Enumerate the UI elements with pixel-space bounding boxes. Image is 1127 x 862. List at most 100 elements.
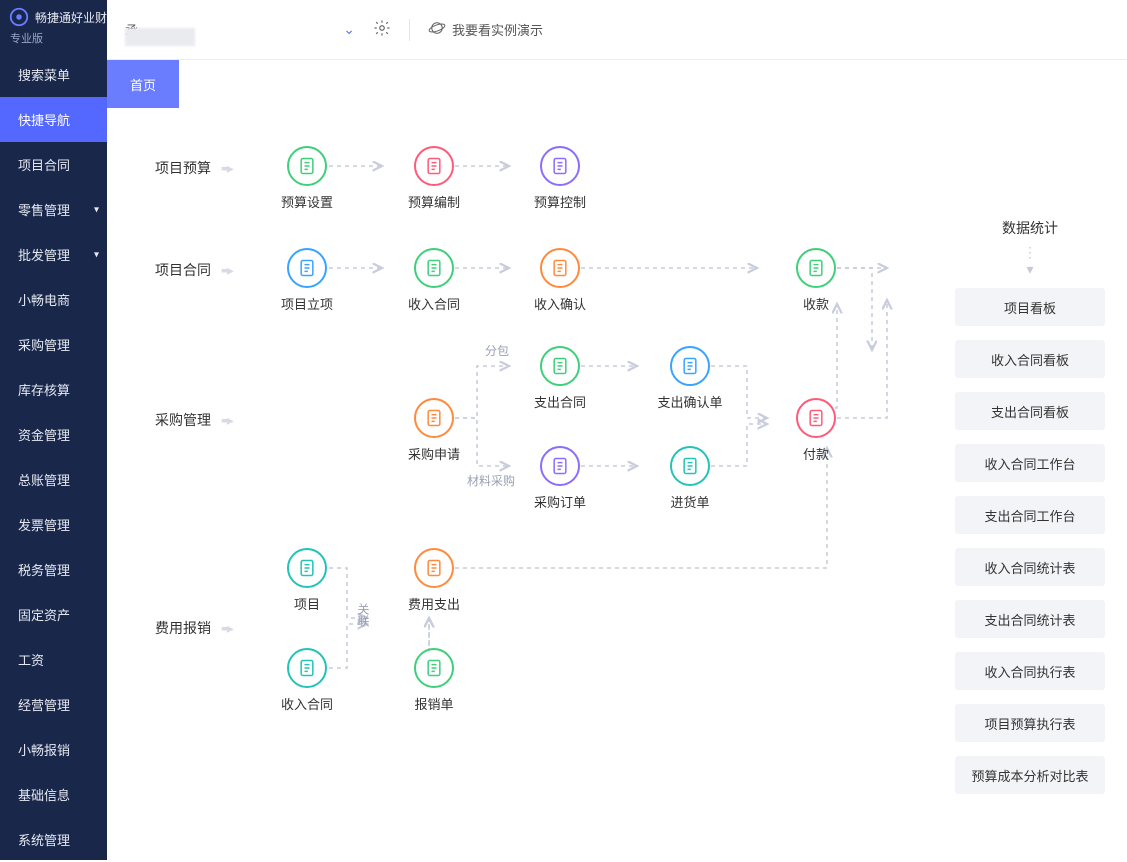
node-label: 收款: [781, 294, 851, 313]
sidebar-item-3[interactable]: 零售管理▾: [0, 187, 107, 232]
node-label: 费用支出: [399, 594, 469, 613]
node-budget_control[interactable]: 预算控制: [525, 146, 595, 211]
sidebar-item-14[interactable]: 经营管理: [0, 682, 107, 727]
node-icon: [287, 146, 327, 186]
stats-column: 数据统计 ⋮▾ 项目看板收入合同看板支出合同看板收入合同工作台支出合同工作台收入…: [955, 218, 1105, 808]
node-icon: [670, 346, 710, 386]
node-icon: [540, 248, 580, 288]
demo-label: 我要看实例演示: [452, 20, 543, 39]
node-reimburse[interactable]: 报销单: [399, 648, 469, 713]
node-label: 项目: [272, 594, 342, 613]
section-contract-label: 项目合同: [155, 260, 211, 280]
sidebar-item-1[interactable]: 快捷导航: [0, 97, 107, 142]
sidebar-item-15[interactable]: 小畅报销: [0, 727, 107, 772]
node-icon: [540, 346, 580, 386]
node-project_init[interactable]: 项目立项: [272, 248, 342, 313]
section-arrow-icon: ▪▪▸: [221, 412, 232, 429]
node-project[interactable]: 项目: [272, 548, 342, 613]
node-expend_confirm[interactable]: 支出确认单: [655, 346, 725, 411]
org-name-mask: [125, 28, 195, 46]
stats-btn-6[interactable]: 支出合同统计表: [955, 600, 1105, 638]
sidebar: 畅捷通好业财 专业版 搜索菜单快捷导航项目合同零售管理▾批发管理▾小畅电商采购管…: [0, 0, 107, 860]
node-purchase_order[interactable]: 采购订单: [525, 446, 595, 511]
node-income_confirm[interactable]: 收入确认: [525, 248, 595, 313]
section-purchase-label: 采购管理: [155, 410, 211, 430]
section-budget: 项目预算 ▪▪▸: [155, 158, 232, 178]
sidebar-item-4[interactable]: 批发管理▾: [0, 232, 107, 277]
node-expend_contract[interactable]: 支出合同: [525, 346, 595, 411]
node-label: 支出合同: [525, 392, 595, 411]
node-purchase_req[interactable]: 采购申请: [399, 398, 469, 463]
node-expense_out[interactable]: 费用支出: [399, 548, 469, 613]
edition-label: 专业版: [0, 30, 107, 52]
sidebar-item-13[interactable]: 工资: [0, 637, 107, 682]
tab-home[interactable]: 首页: [107, 60, 179, 108]
stats-btn-0[interactable]: 项目看板: [955, 288, 1105, 326]
node-icon: [287, 548, 327, 588]
caret-down-icon: ▾: [94, 204, 99, 215]
section-contract: 项目合同 ▪▪▸: [155, 260, 232, 280]
sidebar-item-5[interactable]: 小畅电商: [0, 277, 107, 322]
gear-icon[interactable]: [373, 19, 391, 40]
node-label: 收入合同: [272, 694, 342, 713]
sidebar-item-0[interactable]: 搜索菜单: [0, 52, 107, 97]
sidebar-item-9[interactable]: 总账管理: [0, 457, 107, 502]
stats-btn-9[interactable]: 预算成本分析对比表: [955, 756, 1105, 794]
chevron-down-icon: ⌄: [343, 21, 355, 38]
node-label: 报销单: [399, 694, 469, 713]
flow-canvas: 项目预算 ▪▪▸ 项目合同 ▪▪▸ 采购管理 ▪▪▸ 费用报销 ▪▪▸ 分包 材…: [107, 108, 1127, 860]
node-label: 采购申请: [399, 444, 469, 463]
node-goods_in[interactable]: 进货单: [655, 446, 725, 511]
node-icon: [540, 446, 580, 486]
demo-link[interactable]: 我要看实例演示: [428, 19, 543, 40]
sidebar-item-11[interactable]: 税务管理: [0, 547, 107, 592]
stats-btn-1[interactable]: 收入合同看板: [955, 340, 1105, 378]
node-budget_edit[interactable]: 预算编制: [399, 146, 469, 211]
caret-down-icon: ▾: [94, 249, 99, 260]
section-budget-label: 项目预算: [155, 158, 211, 178]
node-label: 预算控制: [525, 192, 595, 211]
node-icon: [414, 248, 454, 288]
sidebar-item-6[interactable]: 采购管理: [0, 322, 107, 367]
planet-icon: [428, 19, 446, 40]
stats-btn-7[interactable]: 收入合同执行表: [955, 652, 1105, 690]
sidebar-item-16[interactable]: 基础信息: [0, 772, 107, 817]
node-icon: [796, 248, 836, 288]
node-income_contract2[interactable]: 收入合同: [272, 648, 342, 713]
node-label: 支出确认单: [655, 392, 725, 411]
section-expense: 费用报销 ▪▪▸: [155, 618, 232, 638]
sidebar-item-12[interactable]: 固定资产: [0, 592, 107, 637]
topbar: 承 ⌄ 我要看实例演示: [107, 0, 1127, 60]
stats-btn-3[interactable]: 收入合同工作台: [955, 444, 1105, 482]
sidebar-item-2[interactable]: 项目合同: [0, 142, 107, 187]
node-receipt[interactable]: 收款: [781, 248, 851, 313]
node-label: 项目立项: [272, 294, 342, 313]
node-label: 进货单: [655, 492, 725, 511]
node-icon: [414, 548, 454, 588]
section-expense-label: 费用报销: [155, 618, 211, 638]
node-budget_setup[interactable]: 预算设置: [272, 146, 342, 211]
node-icon: [287, 248, 327, 288]
logo-row: 畅捷通好业财: [0, 0, 107, 30]
node-payment[interactable]: 付款: [781, 398, 851, 463]
sidebar-item-17[interactable]: 系统管理: [0, 817, 107, 862]
stats-btn-2[interactable]: 支出合同看板: [955, 392, 1105, 430]
node-icon: [414, 398, 454, 438]
sidebar-item-8[interactable]: 资金管理: [0, 412, 107, 457]
node-icon: [670, 446, 710, 486]
stats-btn-8[interactable]: 项目预算执行表: [955, 704, 1105, 742]
path-label-fenbao: 分包: [485, 342, 509, 359]
topbar-divider: [409, 19, 410, 41]
node-label: 收入确认: [525, 294, 595, 313]
node-label: 采购订单: [525, 492, 595, 511]
node-icon: [414, 146, 454, 186]
node-income_contract[interactable]: 收入合同: [399, 248, 469, 313]
node-label: 预算设置: [272, 192, 342, 211]
stats-title: 数据统计: [955, 218, 1105, 238]
stats-down-icon: ⋮▾: [955, 244, 1105, 278]
tabstrip: 首页: [107, 60, 1127, 108]
sidebar-item-7[interactable]: 库存核算: [0, 367, 107, 412]
sidebar-item-10[interactable]: 发票管理: [0, 502, 107, 547]
stats-btn-4[interactable]: 支出合同工作台: [955, 496, 1105, 534]
stats-btn-5[interactable]: 收入合同统计表: [955, 548, 1105, 586]
